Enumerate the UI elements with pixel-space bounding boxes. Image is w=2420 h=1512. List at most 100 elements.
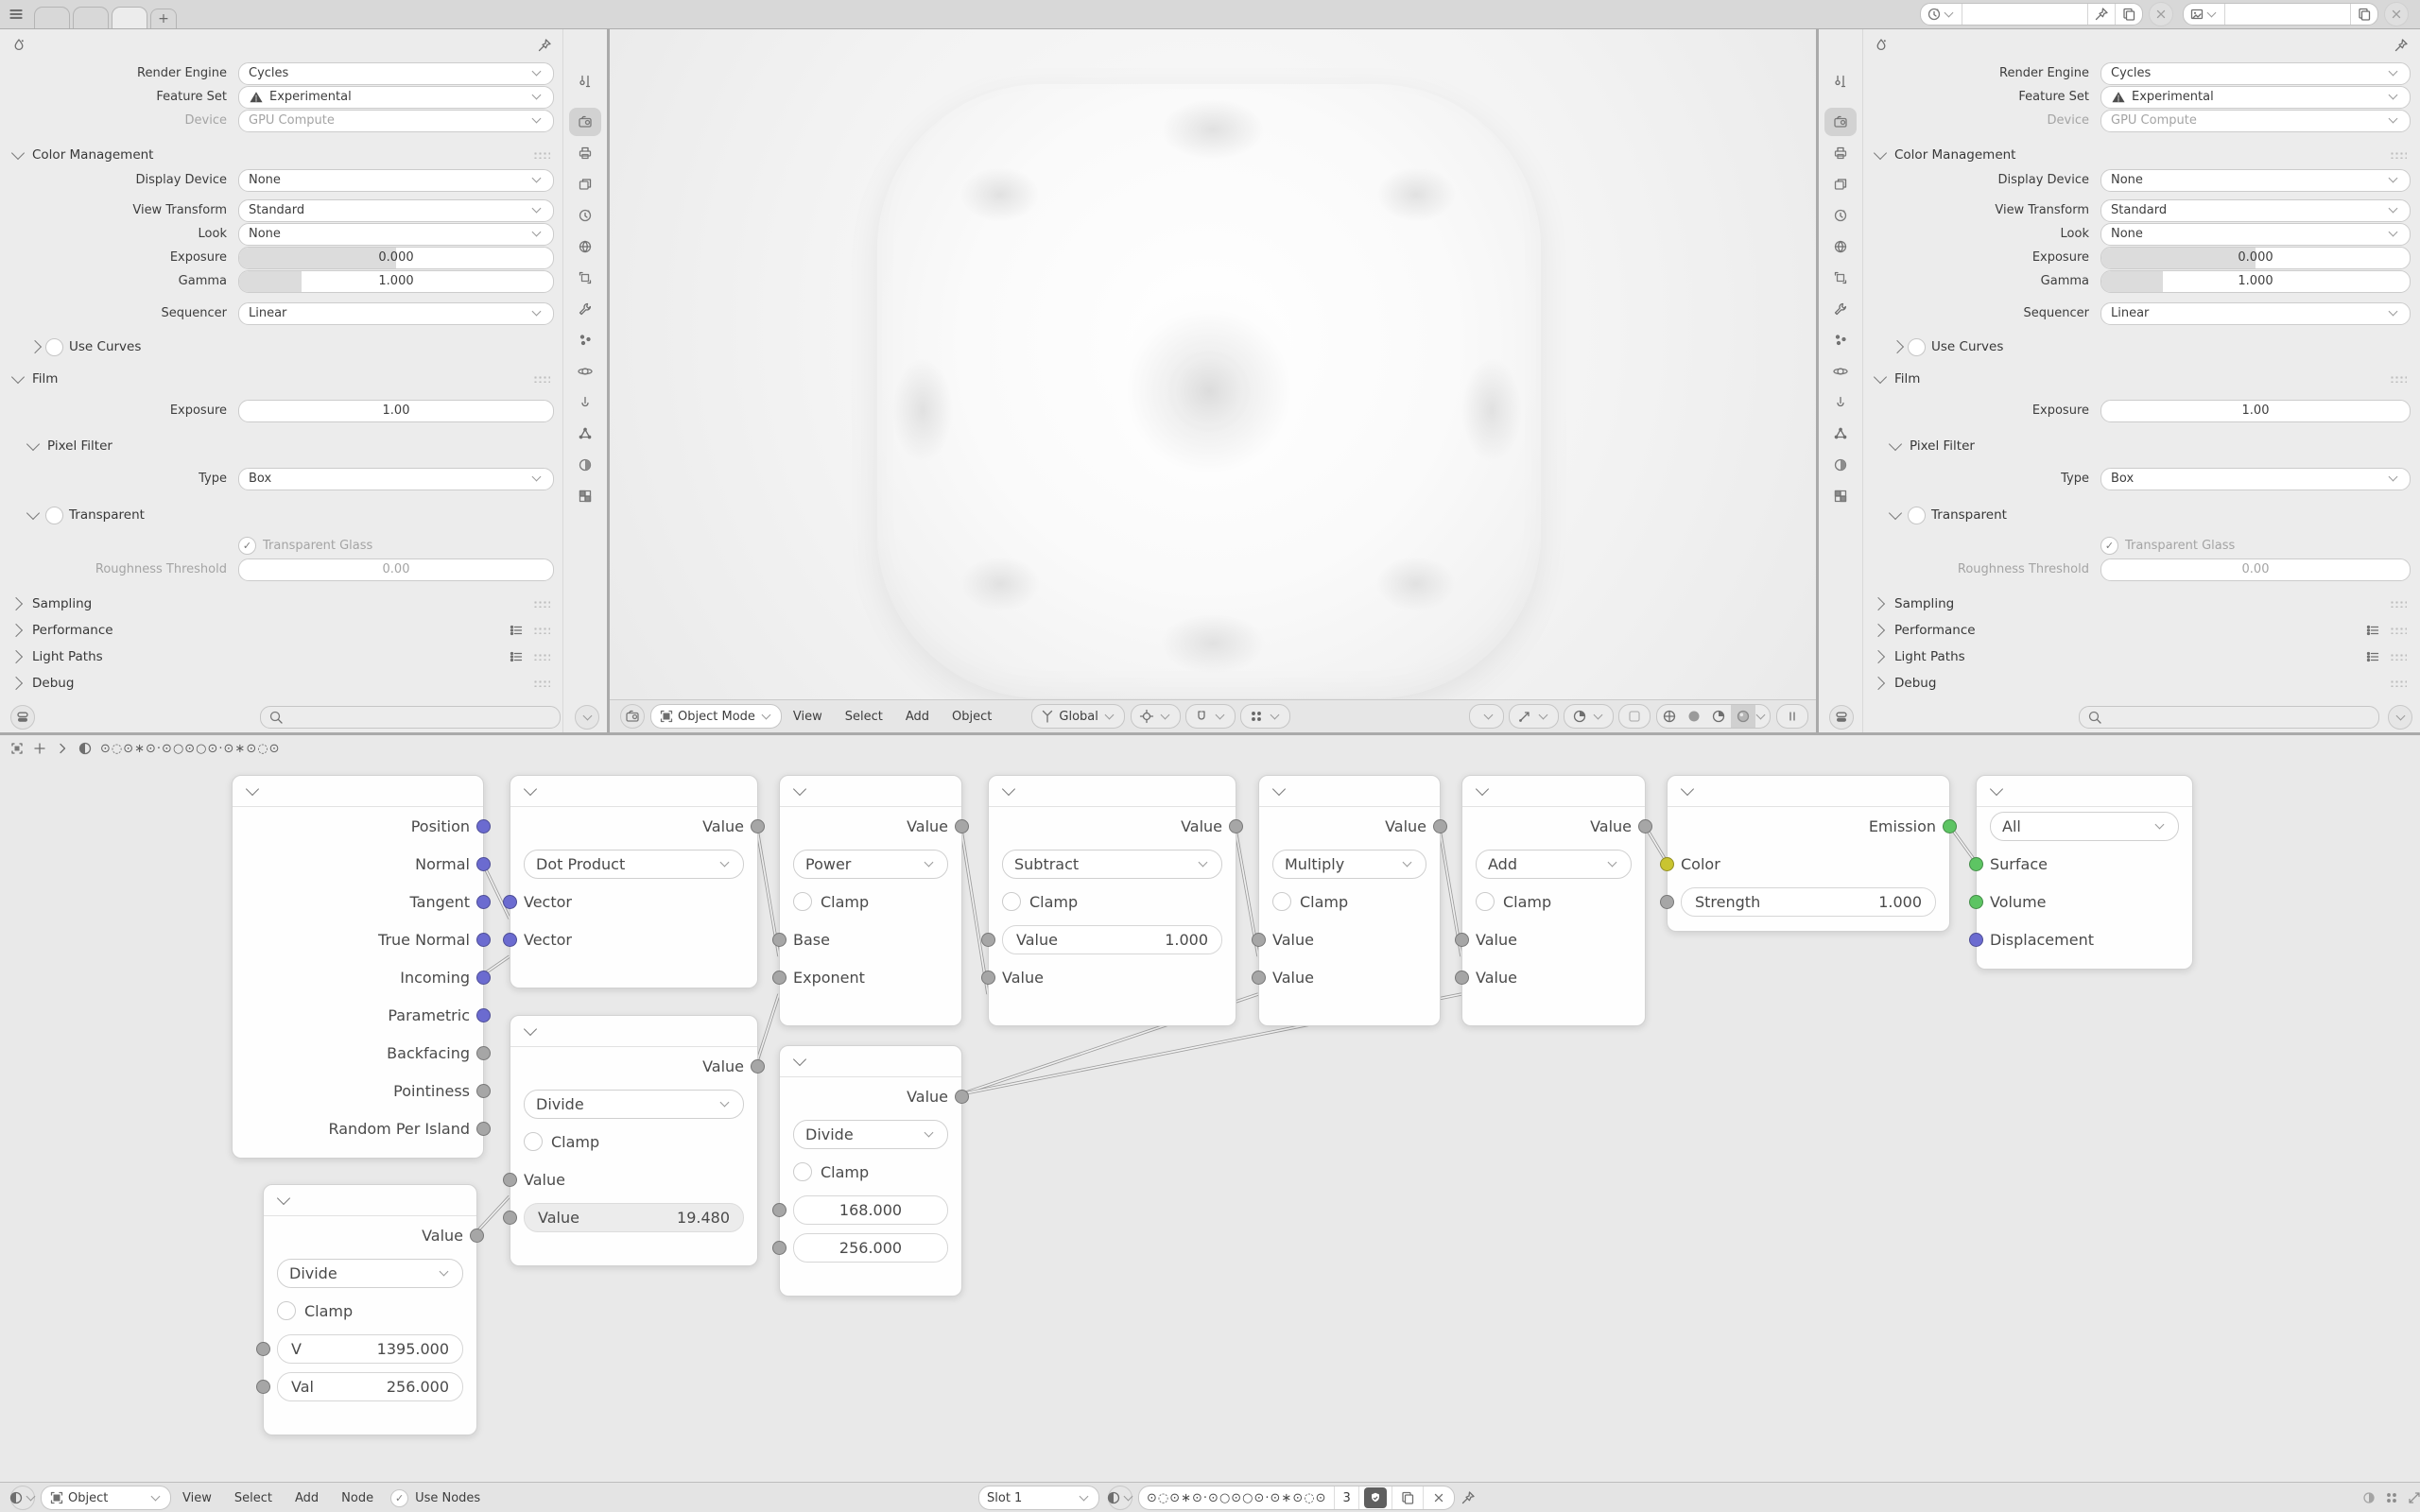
- section-header-light-paths[interactable]: Light Paths: [0, 644, 563, 670]
- output-socket[interactable]: [476, 1083, 491, 1098]
- node-header[interactable]: [264, 1185, 476, 1216]
- value-field[interactable]: 168.000: [793, 1194, 948, 1225]
- output-socket[interactable]: [476, 970, 491, 985]
- subsection-use-curves[interactable]: Use Curves: [0, 334, 563, 360]
- node-dropdown[interactable]: Divide: [793, 1119, 948, 1149]
- grip-handle[interactable]: [2390, 375, 2407, 383]
- browse-image-button[interactable]: [2184, 4, 2225, 25]
- search-input[interactable]: [2079, 706, 2379, 729]
- value-field[interactable]: 256.000: [793, 1232, 948, 1263]
- pin-icon[interactable]: [2394, 38, 2409, 53]
- workspace-tab-1[interactable]: [34, 7, 70, 28]
- section-header-pixel-filter[interactable]: Pixel Filter: [0, 433, 563, 459]
- field-render-engine[interactable]: Cycles: [2100, 61, 2411, 85]
- properties-tab-constraints[interactable]: [569, 388, 601, 417]
- properties-tab-output[interactable]: [1824, 139, 1857, 167]
- field-look[interactable]: None: [2100, 222, 2411, 246]
- field-feature-set[interactable]: Experimental: [2100, 85, 2411, 109]
- menu-node[interactable]: Node: [341, 1490, 374, 1505]
- unlink-material-button[interactable]: [1424, 1486, 1454, 1509]
- preset-list-icon[interactable]: [509, 649, 524, 664]
- section-header-transparent[interactable]: Transparent: [1862, 502, 2420, 528]
- menu-view[interactable]: View: [182, 1490, 212, 1505]
- field-display-device[interactable]: None: [238, 168, 554, 192]
- input-socket[interactable]: [1660, 856, 1674, 871]
- node-dropdown[interactable]: Subtract: [1002, 849, 1222, 879]
- field-type[interactable]: Box: [2100, 467, 2411, 490]
- section-header-debug[interactable]: Debug: [0, 670, 563, 696]
- shading-wireframe[interactable]: [1657, 705, 1682, 728]
- browse-scene-button[interactable]: [1921, 4, 1962, 25]
- properties-tab-tool[interactable]: [569, 67, 601, 95]
- properties-tab-physics[interactable]: [1824, 357, 1857, 386]
- node-power[interactable]: Value Power Clamp Base Exponent: [772, 775, 969, 1026]
- input-socket[interactable]: [503, 1210, 517, 1225]
- copy-material-button[interactable]: [1392, 1486, 1424, 1509]
- grip-handle[interactable]: [533, 627, 550, 634]
- node-geometry[interactable]: Position Normal Tangent True Normal Incoming…: [232, 775, 491, 1159]
- editor-type-button[interactable]: [1829, 705, 1854, 730]
- node-header[interactable]: [510, 1016, 757, 1047]
- resize-icon[interactable]: [2407, 1490, 2420, 1505]
- properties-tab-object[interactable]: [1824, 264, 1857, 292]
- properties-tab-data[interactable]: [1824, 420, 1857, 448]
- orientation-dropdown[interactable]: Global: [1031, 704, 1125, 729]
- output-socket[interactable]: [476, 1121, 491, 1136]
- value-field[interactable]: Strength 1.000: [1681, 886, 1936, 917]
- field-exposure[interactable]: 1.00: [238, 399, 554, 422]
- section-header-color-management[interactable]: Color Management: [1862, 142, 2420, 168]
- editor-type-button[interactable]: [10, 705, 35, 730]
- node-dropdown[interactable]: Divide: [277, 1258, 463, 1288]
- field-roughness-threshold[interactable]: 0.00: [2100, 558, 2411, 581]
- id-selector[interactable]: [1920, 3, 2143, 26]
- node-multiply[interactable]: Value Multiply Clamp Value Value: [1252, 775, 1447, 1026]
- input-socket[interactable]: [1252, 932, 1266, 947]
- properties-tab-output[interactable]: [569, 139, 601, 167]
- node-dropdown[interactable]: Multiply: [1272, 849, 1426, 879]
- output-socket[interactable]: [476, 818, 491, 833]
- editor-type-button[interactable]: [9, 1486, 35, 1510]
- toolbar-xray[interactable]: [1618, 704, 1651, 729]
- checkbox[interactable]: ✓: [2100, 537, 2118, 555]
- node-emission[interactable]: Emission Color Strength 1.000: [1660, 775, 1957, 932]
- output-socket[interactable]: [1433, 818, 1447, 833]
- node-dropdown[interactable]: Dot Product: [524, 849, 744, 879]
- slot-dropdown[interactable]: Slot 1: [978, 1486, 1099, 1510]
- properties-tab-scene[interactable]: [1824, 201, 1857, 230]
- grip-handle[interactable]: [533, 151, 550, 159]
- node-header[interactable]: [233, 776, 483, 807]
- section-header-performance[interactable]: Performance: [0, 617, 563, 644]
- unlink-button[interactable]: [2149, 2, 2173, 26]
- grip-handle[interactable]: [2390, 627, 2407, 634]
- properties-tab-render[interactable]: [1824, 108, 1857, 136]
- input-socket[interactable]: [1969, 894, 1983, 909]
- value-field[interactable]: Value 19.480: [524, 1202, 744, 1232]
- input-socket[interactable]: [1969, 932, 1983, 947]
- node-header[interactable]: [780, 1046, 961, 1077]
- subsection-use-curves[interactable]: Use Curves: [1862, 334, 2420, 360]
- id-name-input[interactable]: [2225, 4, 2351, 25]
- node-dropdown[interactable]: Divide: [524, 1089, 744, 1119]
- shading-material-preview[interactable]: [1706, 705, 1731, 728]
- plus-icon[interactable]: [32, 741, 47, 756]
- field-render-engine[interactable]: Cycles: [238, 61, 554, 85]
- properties-tab-world[interactable]: [569, 232, 601, 261]
- unlink-button[interactable]: [2384, 2, 2409, 26]
- shading-solid[interactable]: [1682, 705, 1706, 728]
- workspace-tab-2[interactable]: [73, 7, 109, 28]
- input-socket[interactable]: [256, 1341, 270, 1356]
- field-view-transform[interactable]: Standard: [2100, 198, 2411, 222]
- section-header-film[interactable]: Film: [0, 366, 563, 392]
- section-header-debug[interactable]: Debug: [1862, 670, 2420, 696]
- clamp-checkbox[interactable]: [524, 1132, 543, 1151]
- input-socket[interactable]: [1969, 856, 1983, 871]
- fake-user-button[interactable]: [1359, 1486, 1392, 1509]
- viewport-3d[interactable]: Object Mode View Select Add Object Global: [610, 29, 1816, 732]
- node-dropdown[interactable]: Add: [1476, 849, 1632, 879]
- toolbar-overlays[interactable]: [1564, 704, 1614, 729]
- node-header[interactable]: [780, 776, 961, 807]
- node-dropdown[interactable]: Power: [793, 849, 948, 879]
- copy-button[interactable]: [2116, 4, 2142, 25]
- search-input[interactable]: [260, 706, 561, 729]
- output-socket[interactable]: [476, 1045, 491, 1060]
